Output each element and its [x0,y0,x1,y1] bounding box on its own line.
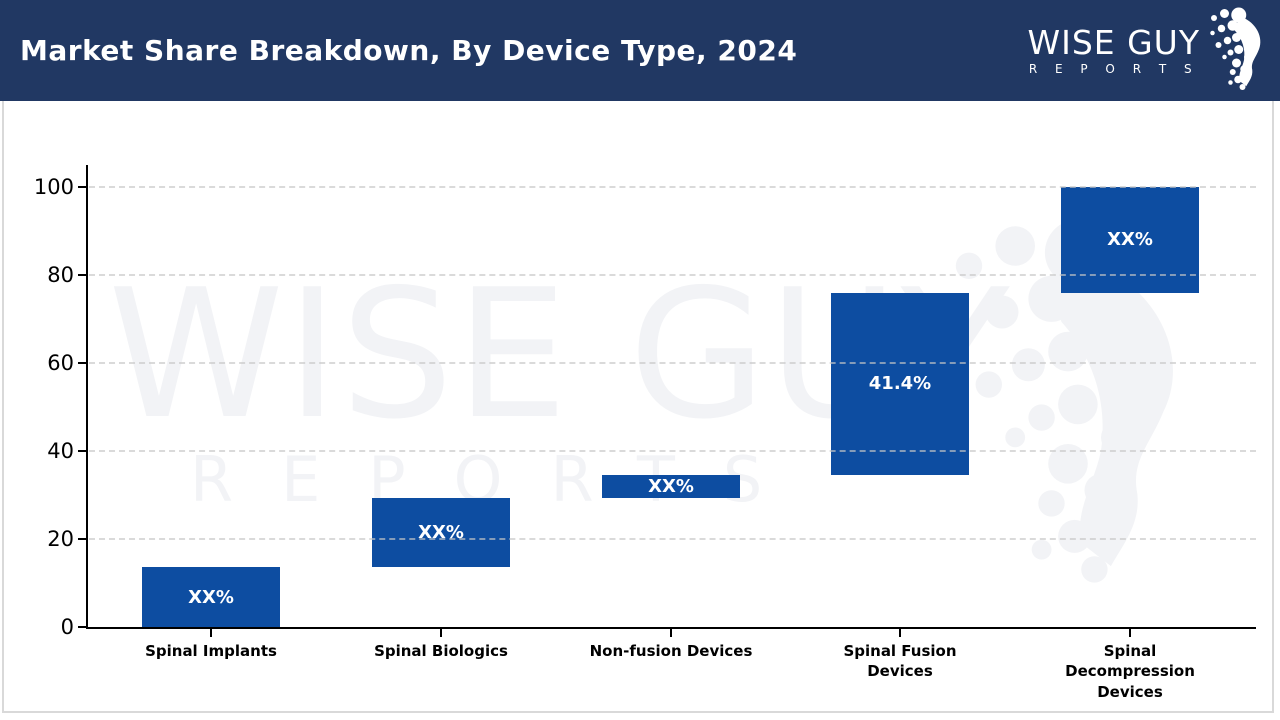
x-axis-label-spinal-fusion-devices: Spinal Fusion Devices [843,642,957,681]
bar-value-label: XX% [1107,229,1153,251]
x-axis-label-spinal-biologics: Spinal Biologics [374,642,508,660]
y-tick-label: 20 [47,527,74,551]
x-axis-label-spinal-implants: Spinal Implants [145,642,277,660]
gridline [89,362,1256,364]
y-tick [78,274,87,276]
y-tick-label: 100 [33,175,74,199]
x-tick [670,629,672,637]
y-tick-label: 80 [47,263,74,287]
x-axis-label-non-fusion-devices: Non-fusion Devices [589,642,753,660]
bar-spinal-fusion-devices [831,292,969,475]
dot-matrix-head-profile-icon [1186,6,1272,96]
y-tick-label: 40 [47,439,74,463]
bar-spinal-implants [142,567,280,627]
y-tick-label: 60 [47,351,74,375]
gridline [89,274,1256,276]
y-tick-label: 0 [60,615,74,639]
bar-spinal-biologics [372,497,510,568]
y-tick [78,538,87,540]
wise-guy-reports-logo: WISE GUY R E P O R T S [1027,6,1272,96]
y-tick [78,186,87,188]
y-tick [78,450,87,452]
x-axis-label-spinal-decompression-devices: Spinal Decompression Devices [1065,642,1195,701]
x-tick [440,629,442,637]
chart-title: Market Share Breakdown, By Device Type, … [20,34,798,67]
logo-wordmark: WISE GUY [1027,23,1200,63]
gridline [89,538,1256,540]
bar-value-label: XX% [418,521,464,543]
y-axis-line [86,165,88,629]
x-axis-line [86,627,1256,629]
logo-text: WISE GUY R E P O R T S [1027,26,1200,76]
bar-value-label: XX% [188,586,234,608]
x-tick [899,629,901,637]
y-tick [78,362,87,364]
x-tick [1129,629,1131,637]
page-border-frame [2,101,1274,713]
logo-subtitle: R E P O R T S [1028,61,1199,76]
x-tick [210,629,212,637]
gridline [89,186,1256,188]
bar-value-label: 41.4% [868,373,932,395]
gridline [89,450,1256,452]
bar-non-fusion-devices [602,474,740,498]
header-bar: Market Share Breakdown, By Device Type, … [0,0,1280,101]
y-tick [78,626,87,628]
bar-value-label: XX% [648,475,694,497]
